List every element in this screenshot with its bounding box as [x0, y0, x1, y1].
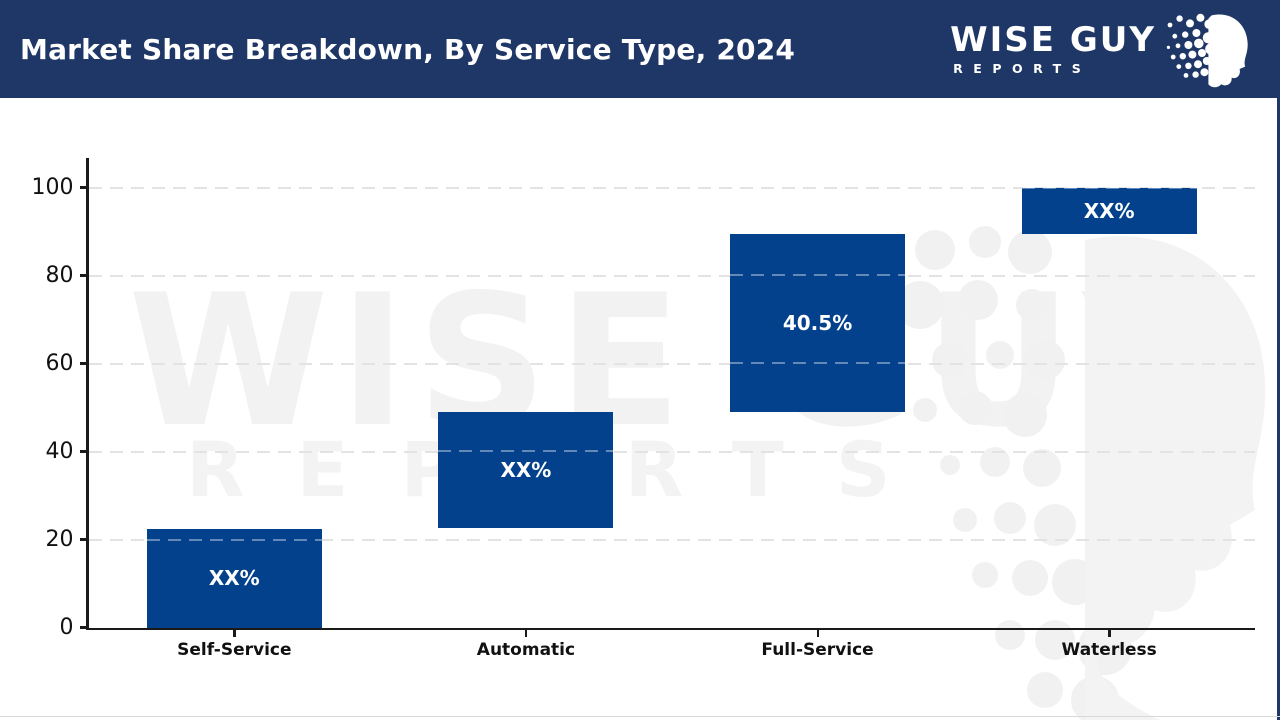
gridline-over-bar — [438, 450, 614, 453]
gridline-over-bar — [730, 362, 906, 365]
x-tick-0 — [233, 630, 236, 637]
y-tick-label-100: 100 — [31, 174, 74, 200]
y-tick-0 — [79, 626, 89, 629]
y-tick-label-60: 60 — [45, 350, 74, 376]
x-tick-2 — [816, 630, 820, 637]
bar-automatic: XX% — [438, 411, 614, 529]
y-tick-label-40: 40 — [45, 438, 74, 464]
gridline-60 — [88, 362, 1255, 365]
y-axis-spine — [86, 158, 89, 630]
x-axis-line — [86, 627, 1255, 630]
page-bottom-border — [0, 716, 1280, 717]
gridline-20 — [88, 538, 1255, 541]
logo-text: WISE GUY REPORTS — [950, 23, 1156, 76]
y-tick-60 — [79, 362, 89, 365]
bar-waterless: XX% — [1021, 186, 1197, 234]
logo-name-text: WISE GUY — [950, 19, 1156, 60]
x-tick-3 — [1108, 630, 1111, 637]
y-tick-40 — [79, 450, 89, 453]
header-bar: Market Share Breakdown, By Service Type,… — [0, 0, 1280, 98]
gridline-over-bar — [1021, 186, 1197, 189]
wise-guy-reports-logo: WISE GUY REPORTS — [950, 8, 1250, 90]
logo-sub-text: REPORTS — [953, 60, 1092, 76]
y-tick-label-20: 20 — [45, 526, 74, 552]
x-category-label-self-service: Self-Service — [177, 640, 292, 660]
y-tick-20 — [79, 538, 89, 541]
y-tick-80 — [79, 274, 89, 277]
gridline-40 — [88, 450, 1255, 453]
bar-value-label: XX% — [1083, 198, 1135, 223]
x-category-label-automatic: Automatic — [476, 640, 576, 660]
bar-value-label: XX% — [208, 566, 260, 590]
logo-face-icon — [1166, 13, 1248, 88]
bar-self-service: XX% — [146, 528, 322, 628]
x-category-label-waterless: Waterless — [1061, 640, 1157, 660]
y-tick-label-80: 80 — [45, 262, 74, 288]
y-tick-label-0: 0 — [59, 614, 74, 640]
gridline-100 — [88, 186, 1255, 189]
x-tick-1 — [524, 630, 528, 637]
x-category-label-full-service: Full-Service — [761, 640, 874, 660]
bar-full-service: 40.5% — [730, 233, 906, 412]
gridline-over-bar — [146, 538, 322, 541]
page-right-border — [1277, 0, 1280, 720]
page-title: Market Share Breakdown, By Service Type,… — [20, 32, 796, 66]
bar-value-label: 40.5% — [782, 310, 853, 335]
bar-value-label: XX% — [500, 458, 552, 483]
gridline-80 — [88, 274, 1255, 277]
gridline-over-bar — [730, 274, 906, 277]
y-tick-100 — [79, 186, 89, 189]
